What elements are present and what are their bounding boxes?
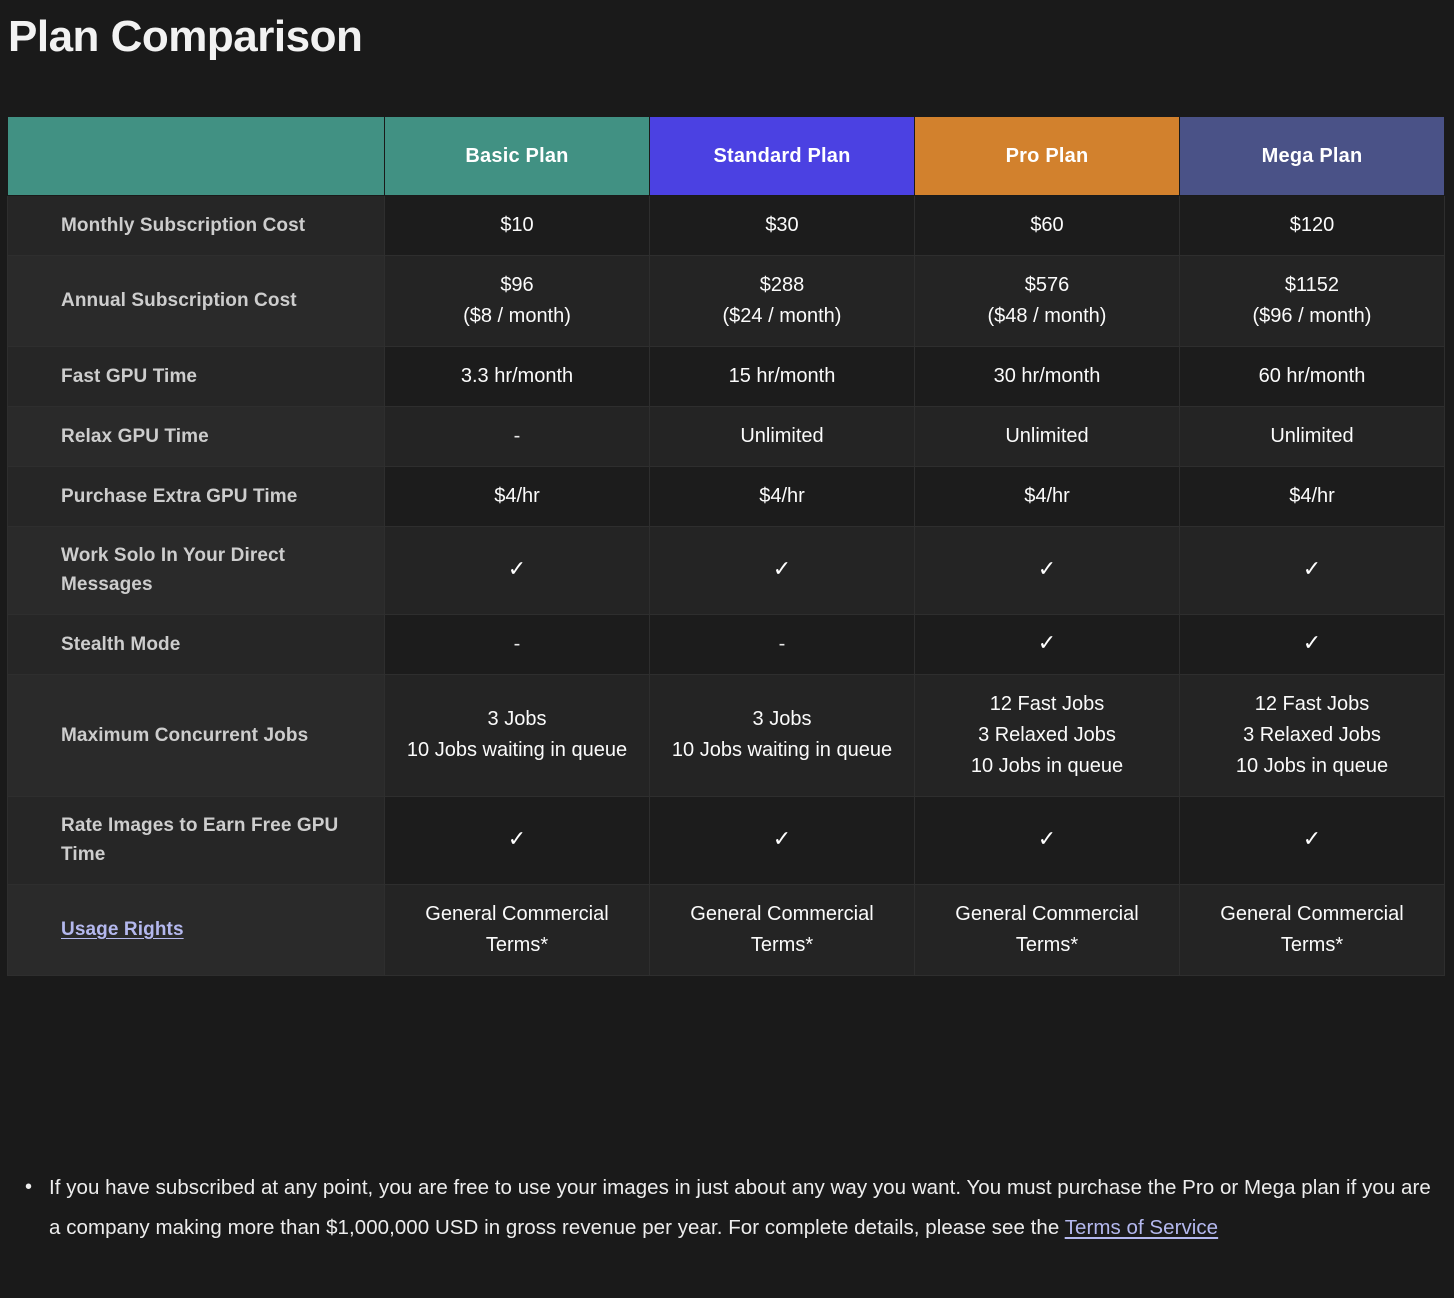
basic-value-cell: $4/hr [384, 466, 650, 527]
plan-comparison-table: Basic Plan Standard Plan Pro Plan Mega P… [7, 116, 1445, 976]
pro-value-cell: 30 hr/month [914, 346, 1180, 407]
basic-value-cell: ✓ [384, 526, 650, 615]
table-row: Fast GPU Time 3.3 hr/month 15 hr/month 30 h… [7, 346, 1445, 407]
table-row: Work Solo In Your Direct Messages ✓ ✓ ✓ ✓ [7, 526, 1445, 615]
mega-value-cell: ✓ [1179, 526, 1445, 615]
standard-value-cell: Unlimited [649, 406, 915, 467]
table-row: Stealth Mode - - ✓ ✓ [7, 613, 1445, 675]
pro-value-cell: 12 Fast Jobs 3 Relaxed Jobs 10 Jobs in que… [914, 673, 1180, 797]
pro-plan-header: Pro Plan [914, 116, 1180, 196]
feature-column-header [7, 116, 385, 196]
footnote-list: If you have subscribed at any point, you… [17, 1168, 1447, 1247]
pro-value-cell: ✓ [914, 795, 1180, 885]
feature-label-cell: Relax GPU Time [7, 406, 385, 467]
table-row: Purchase Extra GPU Time $4/hr $4/hr $4/hr $4… [7, 466, 1445, 527]
feature-label-cell: Fast GPU Time [7, 346, 385, 407]
basic-value-cell: - [384, 406, 650, 467]
feature-label-cell: Purchase Extra GPU Time [7, 466, 385, 527]
mega-value-cell: ✓ [1179, 795, 1445, 885]
footnotes-section: If you have subscribed at any point, you… [7, 1168, 1447, 1247]
standard-value-cell: ✓ [649, 795, 915, 885]
table-row: Usage Rights General Commercial Terms* Gen… [7, 883, 1445, 976]
standard-value-cell: ✓ [649, 526, 915, 615]
table-header: Basic Plan Standard Plan Pro Plan Mega P… [7, 116, 1445, 196]
footnote-text: If you have subscribed at any point, you… [49, 1176, 1431, 1239]
table-row: Rate Images to Earn Free GPU Time ✓ ✓ ✓ ✓ [7, 795, 1445, 885]
table-header-row: Basic Plan Standard Plan Pro Plan Mega P… [7, 116, 1445, 196]
mega-value-cell: Unlimited [1179, 406, 1445, 467]
basic-plan-header: Basic Plan [384, 116, 650, 196]
feature-label-cell: Maximum Concurrent Jobs [7, 673, 385, 797]
feature-label-cell[interactable]: Usage Rights [7, 883, 385, 976]
feature-label-cell: Work Solo In Your Direct Messages [7, 526, 385, 615]
standard-value-cell: $30 [649, 195, 915, 256]
basic-value-cell: 3.3 hr/month [384, 346, 650, 407]
mega-value-cell: ✓ [1179, 613, 1445, 675]
standard-value-cell: 3 Jobs 10 Jobs waiting in queue [649, 673, 915, 797]
standard-value-cell: General Commercial Terms* [649, 883, 915, 976]
basic-value-cell: 3 Jobs 10 Jobs waiting in queue [384, 673, 650, 797]
basic-value-cell: - [384, 613, 650, 675]
mega-value-cell: $120 [1179, 195, 1445, 256]
table-row: Relax GPU Time - Unlimited Unlimited Unlimit… [7, 406, 1445, 467]
mega-value-cell: $1152 ($96 / month) [1179, 255, 1445, 347]
basic-value-cell: $96 ($8 / month) [384, 255, 650, 347]
mega-value-cell: 12 Fast Jobs 3 Relaxed Jobs 10 Jobs in que… [1179, 673, 1445, 797]
basic-value-cell: General Commercial Terms* [384, 883, 650, 976]
mega-value-cell: General Commercial Terms* [1179, 883, 1445, 976]
table-body: Monthly Subscription Cost $10 $30 $60 $120 An… [7, 195, 1445, 976]
pro-value-cell: Unlimited [914, 406, 1180, 467]
standard-value-cell: $4/hr [649, 466, 915, 527]
standard-plan-header: Standard Plan [649, 116, 915, 196]
pro-value-cell: ✓ [914, 526, 1180, 615]
pro-value-cell: $60 [914, 195, 1180, 256]
standard-value-cell: - [649, 613, 915, 675]
pro-value-cell: $576 ($48 / month) [914, 255, 1180, 347]
table-row: Monthly Subscription Cost $10 $30 $60 $120 [7, 195, 1445, 256]
mega-value-cell: $4/hr [1179, 466, 1445, 527]
feature-label-cell: Rate Images to Earn Free GPU Time [7, 795, 385, 885]
pro-value-cell: General Commercial Terms* [914, 883, 1180, 976]
pro-value-cell: ✓ [914, 613, 1180, 675]
terms-of-service-link[interactable]: Terms of Service [1064, 1215, 1219, 1239]
table-row: Annual Subscription Cost $96 ($8 / month) $… [7, 255, 1445, 347]
usage-rights-link[interactable]: Usage Rights [61, 919, 184, 941]
plan-comparison-table-wrapper: Basic Plan Standard Plan Pro Plan Mega P… [7, 116, 1445, 976]
footnote-item: If you have subscribed at any point, you… [17, 1168, 1447, 1247]
page-title: Plan Comparison [8, 12, 363, 61]
feature-label-cell: Monthly Subscription Cost [7, 195, 385, 256]
mega-value-cell: 60 hr/month [1179, 346, 1445, 407]
standard-value-cell: $288 ($24 / month) [649, 255, 915, 347]
table-row: Maximum Concurrent Jobs 3 Jobs 10 Jobs wai… [7, 673, 1445, 797]
feature-label-cell: Annual Subscription Cost [7, 255, 385, 347]
basic-value-cell: $10 [384, 195, 650, 256]
standard-value-cell: 15 hr/month [649, 346, 915, 407]
feature-label-cell: Stealth Mode [7, 613, 385, 675]
mega-plan-header: Mega Plan [1179, 116, 1445, 196]
basic-value-cell: ✓ [384, 795, 650, 885]
pro-value-cell: $4/hr [914, 466, 1180, 527]
